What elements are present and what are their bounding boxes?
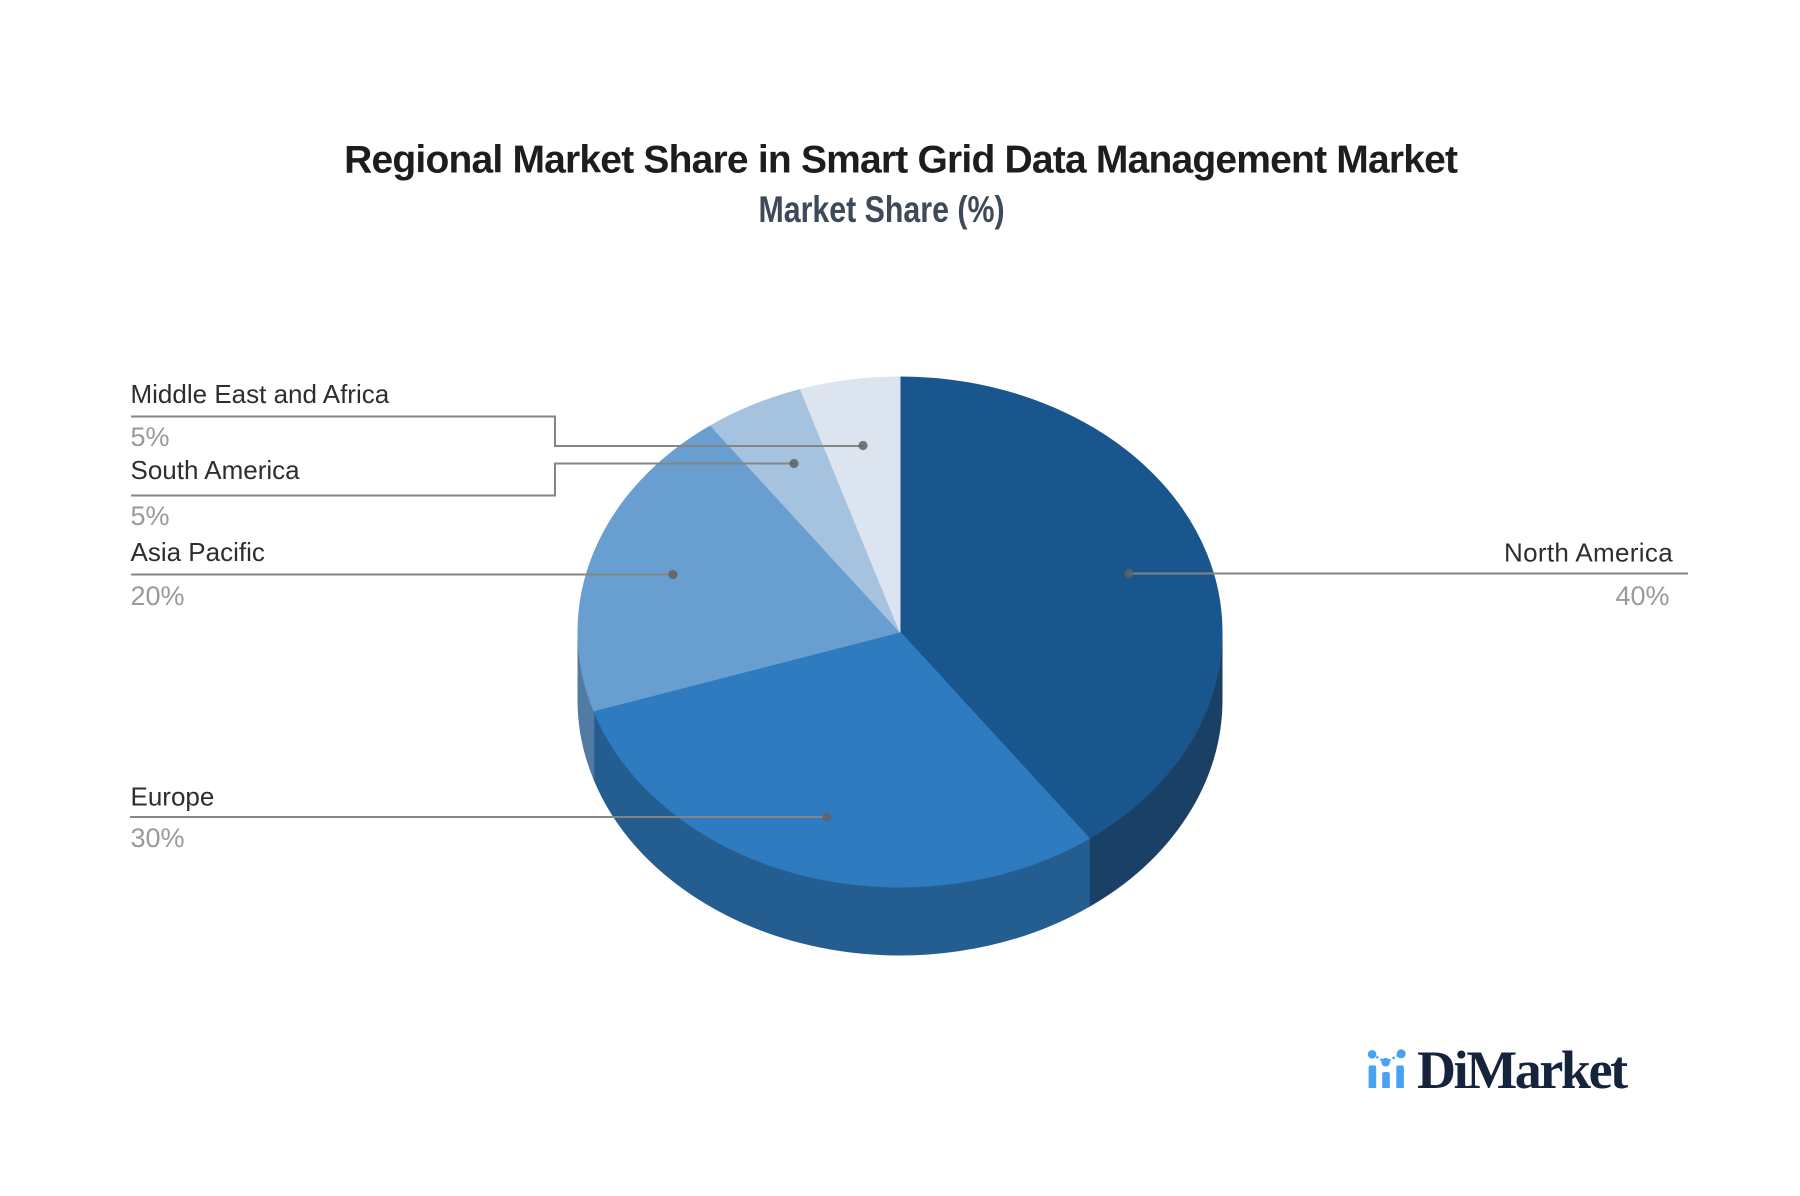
svg-text:North America: North America — [1504, 538, 1673, 568]
svg-text:5%: 5% — [131, 501, 170, 531]
svg-text:South America: South America — [131, 455, 301, 485]
svg-text:20%: 20% — [131, 581, 185, 611]
svg-text:Asia Pacific: Asia Pacific — [131, 537, 265, 567]
svg-text:Middle East and Africa: Middle East and Africa — [131, 379, 390, 409]
svg-text:Market Share (%): Market Share (%) — [758, 189, 1004, 231]
svg-text:Regional Market Share in Smart: Regional Market Share in Smart Grid Data… — [344, 139, 1458, 182]
svg-text:40%: 40% — [1615, 581, 1669, 611]
svg-text:DiMarket: DiMarket — [1417, 1040, 1628, 1100]
svg-text:30%: 30% — [131, 823, 185, 853]
svg-text:Europe: Europe — [131, 782, 215, 812]
svg-text:5%: 5% — [131, 422, 170, 452]
